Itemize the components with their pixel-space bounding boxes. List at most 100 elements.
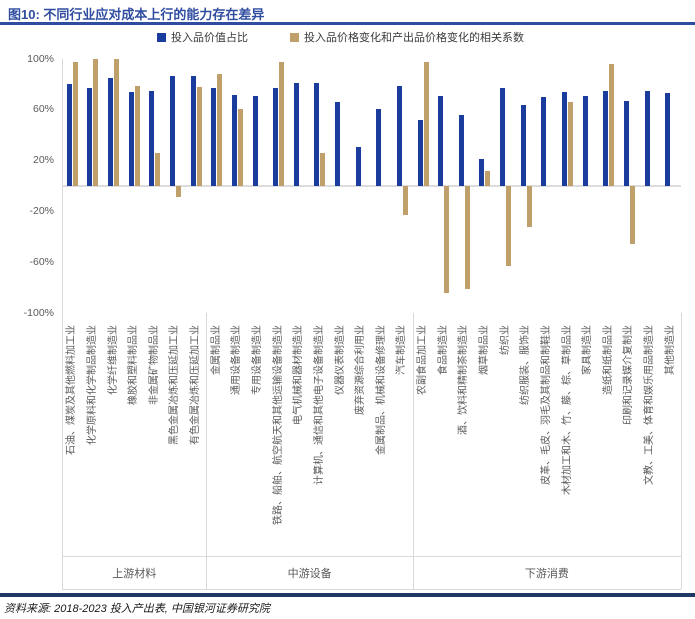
page-title: 图10: 不同行业应对成本上行的能力存在差异: [8, 7, 265, 22]
bar: [72, 61, 78, 186]
bar: [134, 85, 140, 186]
bar: [252, 95, 258, 186]
group-divider-line: [681, 313, 682, 589]
bar: [609, 64, 615, 186]
bar: [665, 93, 671, 186]
bar: [93, 59, 99, 186]
category-label: 文教、工美、体育和娱乐用品制造业: [644, 325, 656, 485]
bar: [506, 186, 512, 266]
y-tick-label: -100%: [23, 306, 54, 319]
category-label: 橡胶和塑料制品业: [128, 325, 140, 405]
bar: [438, 95, 444, 186]
category-label: 皮革、毛皮、羽毛及其制品和制鞋业: [540, 325, 552, 485]
bar: [568, 102, 574, 186]
bar: [444, 186, 450, 293]
bar: [458, 114, 464, 186]
bar: [190, 75, 196, 186]
category-label: 食品制造业: [437, 325, 449, 375]
legend-swatch-blue-icon: [157, 32, 166, 42]
bar: [355, 146, 361, 186]
y-tick-label: 100%: [27, 52, 54, 65]
bar: [520, 104, 526, 186]
category-label: 纺织业: [499, 325, 511, 355]
title-rule: [0, 22, 695, 25]
bar: [273, 88, 279, 186]
bar: [582, 95, 588, 186]
bar: [464, 186, 470, 289]
band-top-line: [62, 556, 681, 557]
category-label: 黑色金属冶炼和压延加工业: [169, 325, 181, 445]
group-label: 中游设备: [287, 567, 332, 580]
group-label: 上游材料: [112, 567, 157, 580]
category-label: 化学原料和化学制品制造业: [86, 325, 98, 445]
legend-item-correlation: 投入品价格变化和产出品价格变化的相关系数: [290, 29, 524, 45]
bar: [629, 186, 635, 245]
group-divider-line: [62, 313, 63, 589]
category-label: 专用设备制造业: [252, 325, 264, 395]
bar: [231, 94, 237, 186]
category-label: 仪器仪表制造业: [334, 325, 346, 395]
category-label: 金属制品业: [210, 325, 222, 375]
bar: [128, 92, 134, 186]
source-note: 资料来源: 2018-2023 投入产出表, 中国银河证券研究院: [4, 603, 270, 615]
category-label: 烟草制品业: [478, 325, 490, 375]
category-label: 石油、煤炭及其他燃料加工业: [66, 325, 78, 455]
bar: [320, 152, 326, 186]
group-label: 下游消费: [524, 567, 569, 580]
bar: [155, 152, 161, 186]
category-label: 通用设备制造业: [231, 325, 243, 395]
y-tick-label: -60%: [29, 255, 54, 268]
category-label: 有色金属冶炼和压延加工业: [190, 325, 202, 445]
y-tick-label: 20%: [32, 154, 54, 167]
category-label: 农副食品加工业: [417, 325, 429, 395]
bar: [66, 84, 72, 186]
category-label: 废弃资源综合利用业: [355, 325, 367, 415]
bar: [500, 88, 506, 186]
category-label: 家具制造业: [582, 325, 594, 375]
bar: [603, 90, 609, 186]
legend: 投入品价值占比 投入品价格变化和产出品价格变化的相关系数: [157, 29, 524, 45]
bar: [526, 186, 532, 227]
bar: [211, 88, 217, 186]
legend-label: 投入品价格变化和产出品价格变化的相关系数: [304, 32, 524, 44]
bar: [479, 159, 485, 186]
bar: [396, 85, 402, 186]
band-bottom-line: [62, 589, 681, 590]
group-divider-line: [412, 313, 414, 589]
category-label: 造纸和纸制品业: [602, 325, 614, 395]
category-label: 电气机械和器材制造业: [293, 325, 305, 425]
category-label: 其他制造业: [664, 325, 676, 375]
category-label: 铁路、船舶、航空航天和其他运输设备制造业: [272, 325, 284, 525]
bar: [114, 59, 120, 186]
bar: [87, 88, 93, 186]
y-tick-label: 60%: [32, 103, 54, 116]
bar: [423, 61, 429, 186]
bar: [108, 78, 114, 186]
bar: [169, 75, 175, 186]
bar: [293, 83, 299, 186]
bar: [562, 92, 568, 186]
bar: [623, 100, 629, 186]
category-label: 金属制品、机械和设备修理业: [375, 325, 387, 455]
zero-baseline: [62, 185, 681, 187]
category-label: 纺织服装、服饰业: [520, 325, 532, 405]
bar: [644, 90, 650, 186]
bar: [541, 97, 547, 186]
bar: [196, 86, 202, 186]
category-label: 木材加工和木、竹、藤、棕、草制品业: [561, 325, 573, 495]
group-divider-line: [206, 313, 208, 589]
category-label: 化学纤维制造业: [107, 325, 119, 395]
bar: [417, 119, 423, 186]
category-label: 汽车制造业: [396, 325, 408, 375]
legend-item-input-value-share: 投入品价值占比: [157, 29, 248, 45]
bar: [217, 74, 223, 186]
legend-swatch-gold-icon: [290, 32, 299, 42]
category-label: 计算机、通信和其他电子设备制造业: [313, 325, 325, 485]
bar: [402, 186, 408, 216]
y-tick-label: -20%: [29, 204, 54, 217]
bar: [485, 170, 491, 186]
legend-label: 投入品价值占比: [171, 32, 248, 44]
bar: [335, 102, 341, 186]
bar: [279, 61, 285, 186]
